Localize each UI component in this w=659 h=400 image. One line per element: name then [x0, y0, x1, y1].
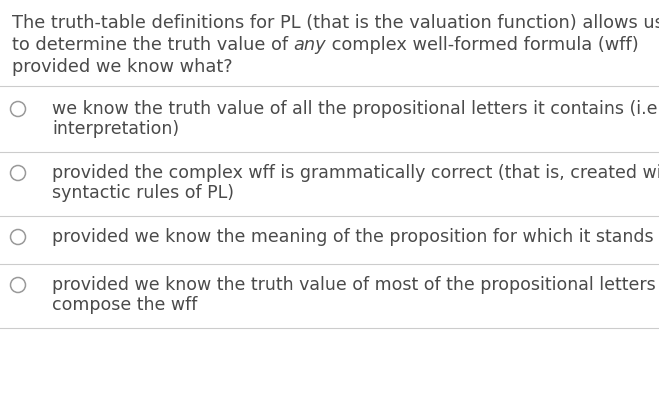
Text: any: any: [294, 36, 326, 54]
Text: interpretation): interpretation): [52, 120, 179, 138]
Text: provided the complex wff is grammatically correct (that is, created with the: provided the complex wff is grammaticall…: [52, 164, 659, 182]
Text: to determine the truth value of: to determine the truth value of: [12, 36, 294, 54]
Text: The truth-table definitions for PL (that is the valuation function) allows us: The truth-table definitions for PL (that…: [12, 14, 659, 32]
Text: provided we know the meaning of the proposition for which it stands: provided we know the meaning of the prop…: [52, 228, 654, 246]
Text: compose the wff: compose the wff: [52, 296, 198, 314]
Text: syntactic rules of PL): syntactic rules of PL): [52, 184, 234, 202]
Text: complex well-formed formula (wff): complex well-formed formula (wff): [326, 36, 639, 54]
Text: provided we know the truth value of most of the propositional letters that: provided we know the truth value of most…: [52, 276, 659, 294]
Text: we know the truth value of all the propositional letters it contains (i.e. the: we know the truth value of all the propo…: [52, 100, 659, 118]
Text: provided we know what?: provided we know what?: [12, 58, 233, 76]
